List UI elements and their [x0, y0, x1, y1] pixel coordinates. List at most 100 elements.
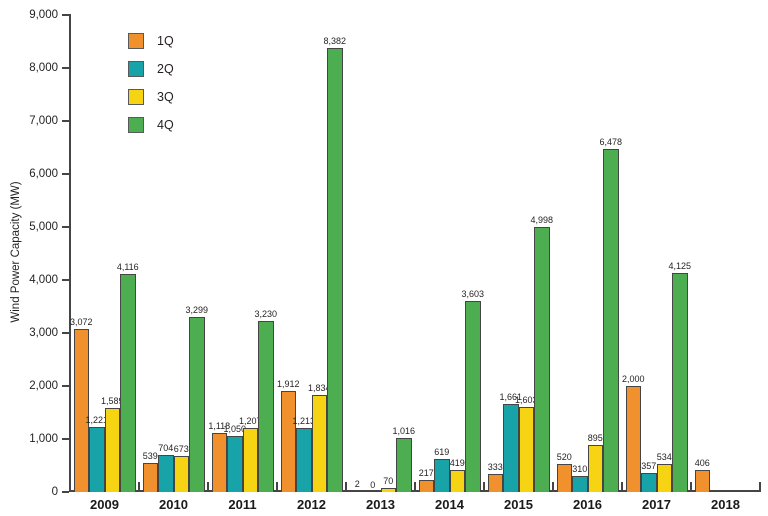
legend-swatch-2Q: [128, 61, 144, 77]
bar-value-label: 419: [449, 457, 465, 468]
x-axis-label-2013: 2013: [366, 497, 395, 512]
bar-4Q-2017: [672, 273, 688, 492]
bar-value-label: 704: [158, 442, 174, 453]
bar-value-label: 1,589: [100, 395, 124, 406]
x-axis-label-2009: 2009: [90, 497, 119, 512]
bar-3Q-2009: [104, 407, 120, 492]
bar-value-label: 1,603: [514, 395, 538, 406]
bar-2Q-2016: [572, 475, 588, 492]
bar-value-label: 673: [173, 444, 189, 455]
bar-value-label: 217: [418, 468, 434, 479]
bar-3Q-2016: [587, 444, 603, 492]
bar-3Q-2012: [311, 394, 327, 492]
bar-1Q-2018: [694, 470, 710, 492]
bar-1Q-2012: [280, 390, 296, 492]
legend-label-3Q: 3Q: [157, 90, 174, 104]
x-axis-label-2014: 2014: [435, 497, 464, 512]
legend-item-3Q: 3Q: [128, 89, 174, 105]
bar-1Q-2011: [211, 432, 227, 492]
bar-value-label: 6,478: [599, 136, 623, 147]
y-axis-tick-label: 2,000: [29, 380, 58, 392]
bar-value-label: 8,382: [323, 35, 347, 46]
x-axis-label-2010: 2010: [159, 497, 188, 512]
legend-item-4Q: 4Q: [128, 117, 174, 133]
bar-4Q-2010: [189, 317, 205, 492]
bar-value-label: 3,603: [461, 289, 485, 300]
bar-value-label: 1,016: [392, 426, 416, 437]
bar-value-label: 895: [587, 432, 603, 443]
group-separator-tick: [207, 482, 209, 492]
bar-2Q-2017: [641, 473, 657, 492]
bar-value-label: 1,834: [307, 382, 331, 393]
bar-4Q-2014: [465, 301, 481, 492]
bar-3Q-2013: [380, 488, 396, 492]
bar-3Q-2017: [656, 463, 672, 492]
y-axis-tick: [62, 385, 69, 387]
y-axis-tick-label: 1,000: [29, 433, 58, 445]
bar-4Q-2015: [534, 227, 550, 492]
x-axis-label-2015: 2015: [504, 497, 533, 512]
y-axis-title: Wind Power Capacity (MW): [10, 181, 22, 323]
bar-value-label: 4,116: [116, 261, 139, 272]
y-axis-tick-label: 7,000: [29, 115, 58, 127]
bar-2Q-2012: [296, 427, 312, 492]
group-separator-tick: [483, 482, 485, 492]
bar-3Q-2015: [518, 407, 534, 492]
y-axis-tick: [62, 332, 69, 334]
x-axis-label-2012: 2012: [297, 497, 326, 512]
y-axis-tick: [62, 67, 69, 69]
y-axis-tick-label: 6,000: [29, 168, 58, 180]
legend-item-1Q: 1Q: [128, 33, 174, 49]
y-axis-tick: [62, 438, 69, 440]
group-separator-tick: [759, 482, 761, 492]
bar-value-label: 1,912: [276, 378, 300, 389]
bar-1Q-2009: [73, 329, 89, 492]
y-axis-tick-label: 5,000: [29, 221, 58, 233]
bar-value-label: 0: [370, 480, 376, 490]
bar-4Q-2012: [327, 47, 343, 492]
bar-value-label: 2,000: [621, 374, 645, 384]
bar-2Q-2014: [434, 459, 450, 492]
bar-value-label: 520: [556, 452, 572, 463]
bar-3Q-2014: [449, 469, 465, 492]
bar-value-label: 534: [656, 451, 672, 462]
bar-value-label: 357: [641, 461, 657, 472]
group-separator-tick: [552, 482, 554, 492]
y-axis-tick: [62, 491, 69, 493]
bar-3Q-2010: [173, 456, 189, 492]
bar-2Q-2011: [227, 436, 243, 492]
bar-4Q-2009: [120, 273, 136, 492]
bar-2Q-2010: [158, 454, 174, 492]
group-separator-tick: [414, 482, 416, 492]
bar-1Q-2016: [556, 464, 572, 492]
bar-1Q-2013: [349, 491, 365, 492]
y-axis-tick-label: 8,000: [29, 62, 58, 74]
bar-value-label: 3,072: [69, 317, 93, 328]
y-axis-tick-label: 9,000: [29, 9, 58, 21]
bar-1Q-2014: [418, 480, 434, 492]
legend-swatch-1Q: [128, 33, 144, 49]
legend-label-4Q: 4Q: [157, 118, 174, 132]
group-separator-tick: [138, 482, 140, 492]
bar-1Q-2017: [625, 386, 641, 492]
bar-value-label: 406: [694, 458, 710, 469]
bar-4Q-2016: [603, 148, 619, 492]
y-axis-tick: [62, 226, 69, 228]
group-separator-tick: [621, 482, 623, 492]
bar-value-label: 1,207: [238, 416, 262, 427]
legend-swatch-3Q: [128, 89, 144, 105]
bar-value-label: 3,230: [254, 308, 278, 319]
y-axis-tick: [62, 120, 69, 122]
bar-value-label: 619: [434, 447, 450, 458]
bar-value-label: 310: [572, 463, 588, 474]
bar-4Q-2011: [258, 320, 274, 492]
legend-label-2Q: 2Q: [157, 62, 174, 76]
bar-1Q-2010: [142, 463, 158, 492]
x-axis-label-2011: 2011: [228, 497, 257, 512]
bar-value-label: 1,118: [208, 420, 231, 431]
x-axis-label-2017: 2017: [642, 497, 671, 512]
x-axis-label-2018: 2018: [711, 497, 740, 512]
legend-label-1Q: 1Q: [157, 34, 174, 48]
y-axis-tick-label: 3,000: [29, 327, 58, 339]
